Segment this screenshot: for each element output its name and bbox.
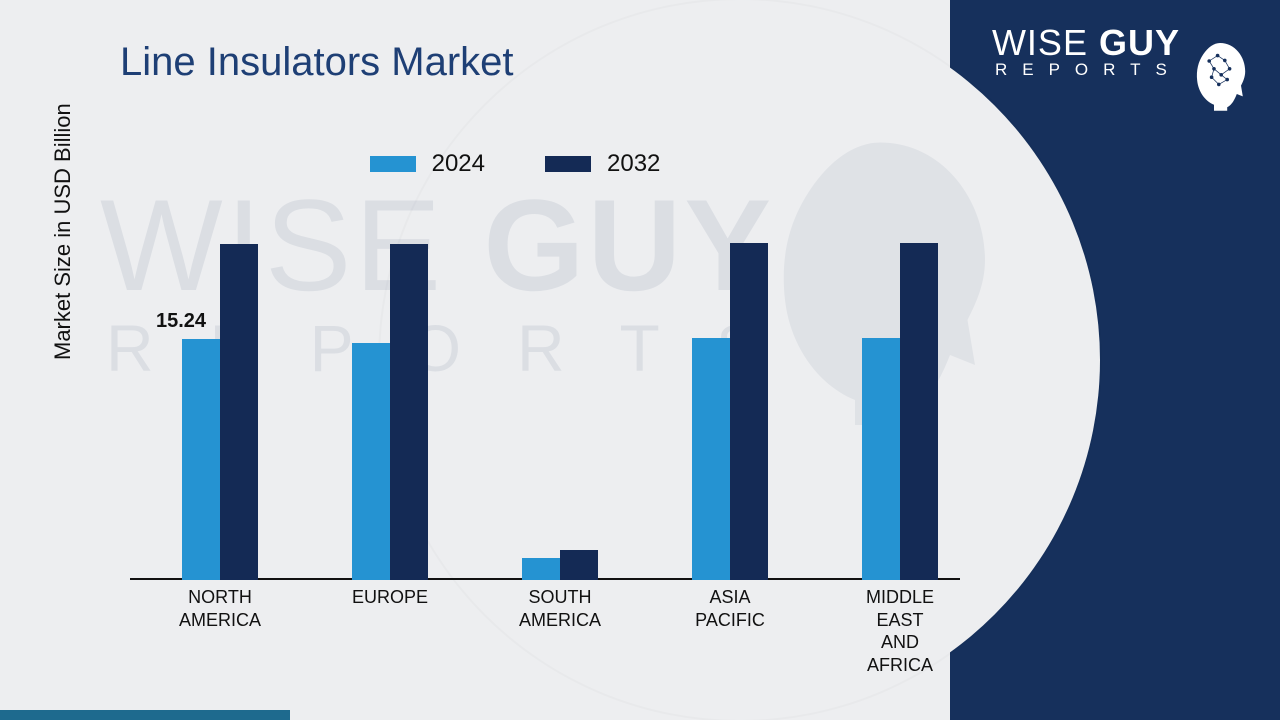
bar-2024 bbox=[352, 343, 390, 581]
bar-2032 bbox=[730, 243, 768, 580]
legend-item-2024: 2024 bbox=[370, 150, 485, 178]
x-axis-category-label: EUROPE bbox=[320, 586, 460, 609]
legend-item-2032: 2032 bbox=[545, 150, 660, 178]
brand-head-icon bbox=[1188, 40, 1252, 112]
legend: 2024 2032 bbox=[60, 150, 970, 178]
legend-swatch-2024 bbox=[370, 156, 416, 172]
bar-2032 bbox=[390, 244, 428, 580]
bar-value-label: 15.24 bbox=[156, 310, 206, 333]
x-axis-category-label: NORTHAMERICA bbox=[150, 586, 290, 631]
chart-area: Market Size in USD Billion 2024 2032 15.… bbox=[60, 150, 970, 690]
brand-logo: WISE GUY REPORTS bbox=[992, 22, 1250, 80]
bar-2024 bbox=[182, 339, 220, 580]
bar-2024 bbox=[862, 338, 900, 580]
x-axis-category-label: ASIAPACIFIC bbox=[660, 586, 800, 631]
y-axis-label: Market Size in USD Billion bbox=[50, 103, 76, 360]
x-axis-category-label: SOUTHAMERICA bbox=[490, 586, 630, 631]
x-axis-category-label: MIDDLEEASTANDAFRICA bbox=[830, 586, 970, 676]
plot-area: 15.24 bbox=[130, 200, 960, 580]
bar-2024 bbox=[522, 558, 560, 580]
legend-label: 2024 bbox=[432, 150, 485, 178]
chart-title: Line Insulators Market bbox=[120, 40, 514, 85]
bar-2032 bbox=[560, 550, 598, 580]
bar-2024 bbox=[692, 338, 730, 580]
footer-accent-bar bbox=[0, 710, 290, 720]
legend-swatch-2032 bbox=[545, 156, 591, 172]
legend-label: 2032 bbox=[607, 150, 660, 178]
bar-2032 bbox=[900, 243, 938, 580]
bar-2032 bbox=[220, 244, 258, 580]
